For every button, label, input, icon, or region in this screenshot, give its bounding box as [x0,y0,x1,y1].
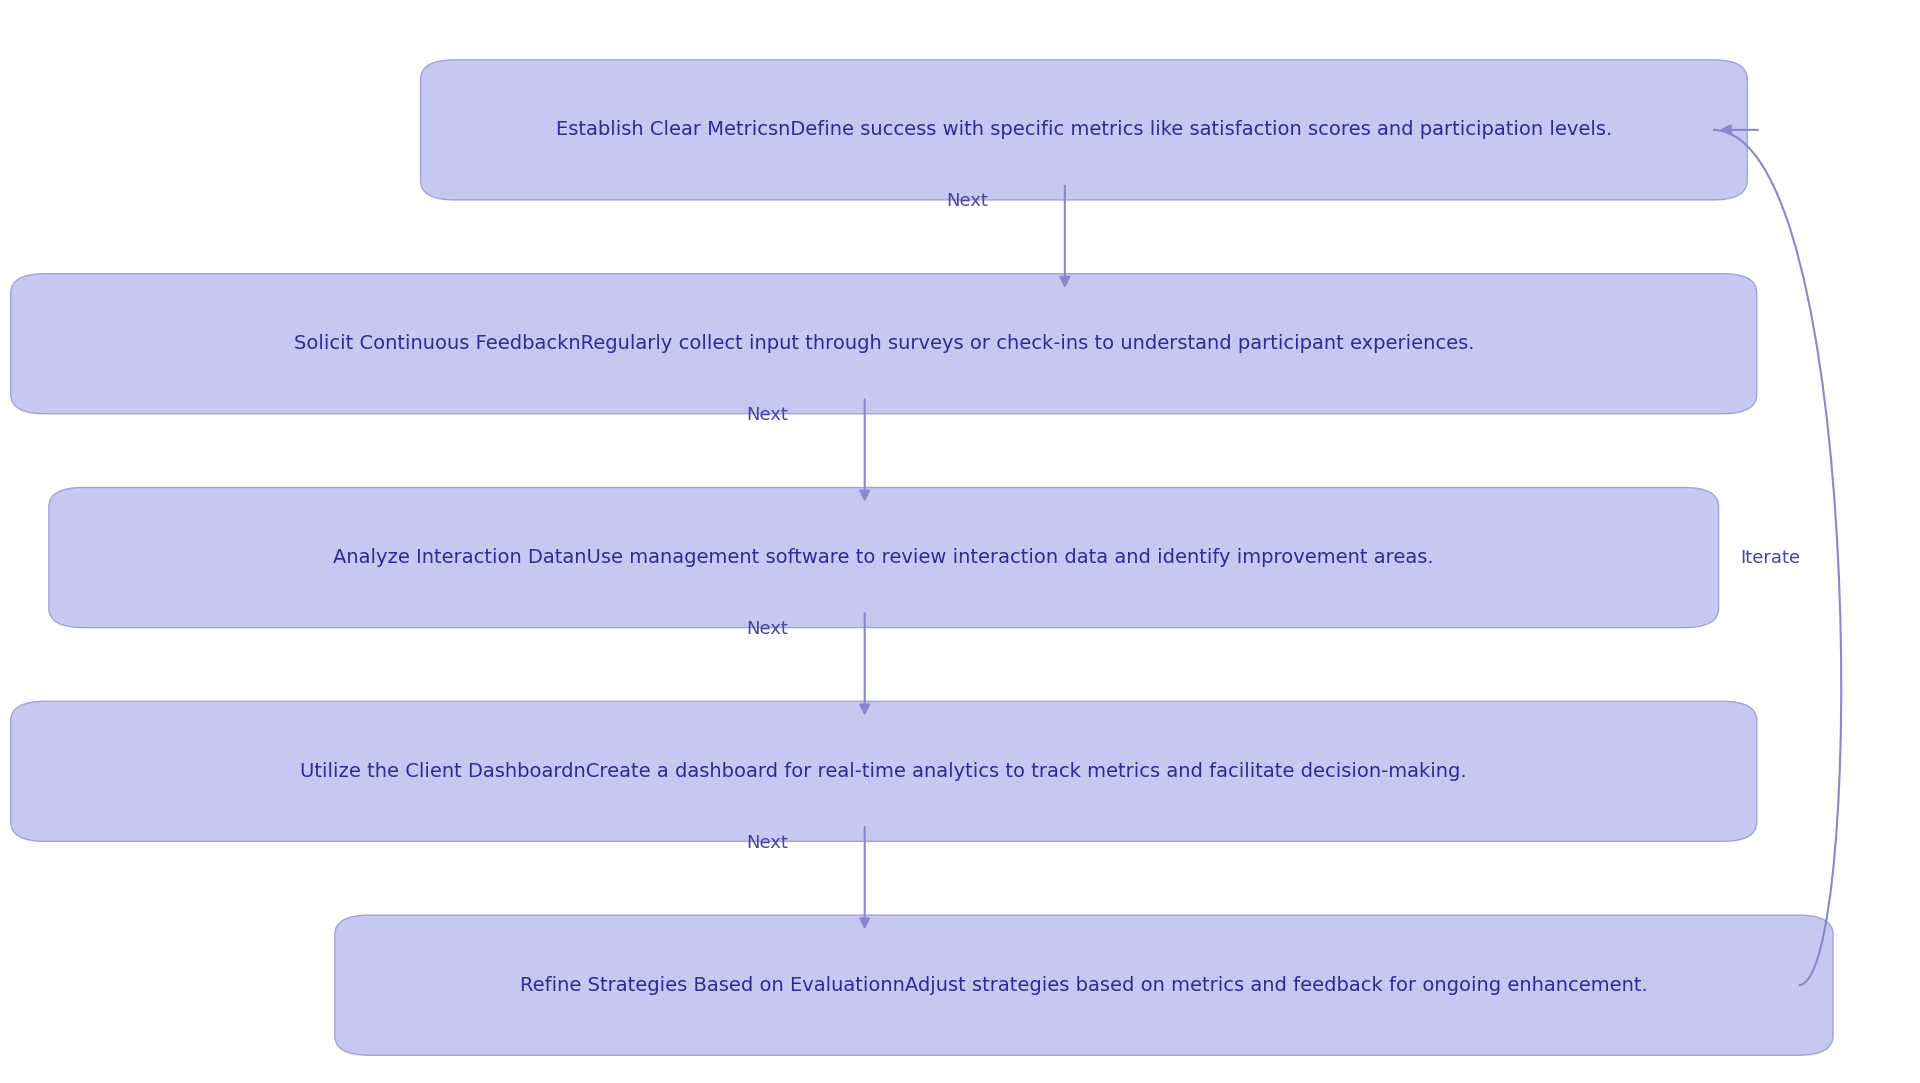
Text: Solicit Continuous FeedbacknRegularly collect input through surveys or check-ins: Solicit Continuous FeedbacknRegularly co… [294,335,1475,353]
Text: Utilize the Client DashboardnCreate a dashboard for real-time analytics to track: Utilize the Client DashboardnCreate a da… [300,761,1467,781]
FancyBboxPatch shape [334,915,1834,1055]
Text: Next: Next [747,406,789,423]
FancyBboxPatch shape [48,487,1718,627]
Text: Next: Next [947,192,989,210]
Text: Analyze Interaction DatanUse management software to review interaction data and : Analyze Interaction DatanUse management … [334,548,1434,567]
FancyBboxPatch shape [12,702,1757,841]
FancyBboxPatch shape [12,274,1757,414]
Text: Next: Next [747,619,789,638]
Text: Next: Next [747,834,789,851]
Text: Iterate: Iterate [1740,548,1801,566]
Text: Refine Strategies Based on EvaluationnAdjust strategies based on metrics and fee: Refine Strategies Based on EvaluationnAd… [520,976,1647,994]
Text: Establish Clear MetricsnDefine success with specific metrics like satisfaction s: Establish Clear MetricsnDefine success w… [555,120,1613,140]
FancyBboxPatch shape [420,60,1747,200]
